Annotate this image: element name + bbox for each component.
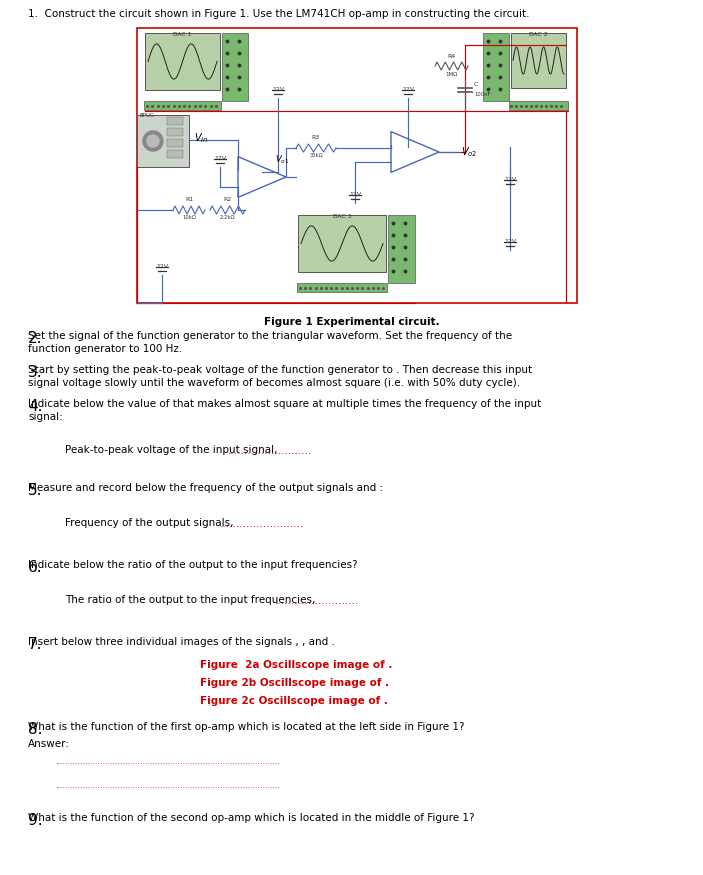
Text: Answer:: Answer: [28,739,70,749]
Text: 1MΩ: 1MΩ [446,72,458,77]
Text: BAC 2: BAC 2 [529,32,548,37]
Text: 1.  Construct the circuit shown in Figure 1. Use the LM741CH op-amp in construct: 1. Construct the circuit shown in Figure… [28,9,529,19]
Text: Figure 1 Experimental circuit.: Figure 1 Experimental circuit. [264,317,439,327]
Text: $V_{in}$: $V_{in}$ [194,131,208,145]
Bar [137,115,189,167]
Text: ................................................................................: ........................................… [55,757,280,766]
Text: $V_{o2}$: $V_{o2}$ [461,145,477,159]
Bar [298,215,386,272]
Text: .........................: ......................... [220,519,304,529]
Text: Measure and record below the frequency of the output signals and :: Measure and record below the frequency o… [28,483,383,493]
Bar [222,33,248,101]
Text: 2.2kΩ: 2.2kΩ [220,215,236,220]
Bar [167,117,183,125]
Text: Indicate below the ratio of the output to the input frequencies?: Indicate below the ratio of the output t… [28,560,358,570]
Text: C: C [474,82,478,88]
Text: 100nF: 100nF [474,92,491,96]
Text: 7.: 7. [28,637,42,652]
Bar [167,150,183,158]
Text: .........................: ......................... [228,446,312,456]
Text: 10kΩ: 10kΩ [182,215,196,220]
Text: Set the signal of the function generator to the triangular waveform. Set the fre: Set the signal of the function generator… [28,331,512,341]
Text: 12V: 12V [504,177,516,182]
Text: .........................: ......................... [275,596,359,606]
Text: 3.: 3. [28,365,43,380]
Text: 12V: 12V [214,156,226,161]
Text: Indicate below the value of that makes almost square at multiple times the frequ: Indicate below the value of that makes a… [28,399,541,409]
Text: 2.: 2. [28,331,42,346]
Text: 8.: 8. [28,722,42,737]
Text: BPUG: BPUG [139,113,154,118]
Text: 12V: 12V [504,239,516,244]
Text: BAC 1: BAC 1 [173,32,192,37]
Bar [144,101,221,110]
Text: The ratio of the output to the input frequencies,: The ratio of the output to the input fre… [65,595,316,605]
Text: R3: R3 [312,135,320,140]
Text: signal voltage slowly until the waveform of becomes almost square (i.e. with 50%: signal voltage slowly until the waveform… [28,378,520,388]
Text: R1: R1 [185,197,193,202]
Text: $V_{o1}$: $V_{o1}$ [275,154,289,166]
Bar [145,33,220,90]
Text: BAC 3: BAC 3 [333,214,352,219]
Text: Frequency of the output signals,: Frequency of the output signals, [65,518,233,528]
Text: What is the function of the second op-amp which is located in the middle of Figu: What is the function of the second op-am… [28,813,475,823]
Text: 4.: 4. [28,399,42,414]
Text: signal:: signal: [28,412,63,422]
Text: 6.: 6. [28,560,43,575]
Text: What is the function of the first op-amp which is located at the left side in Fi: What is the function of the first op-amp… [28,722,465,732]
Text: 9.: 9. [28,813,43,828]
Text: 12V: 12V [402,87,414,92]
Bar [509,101,568,110]
Bar [167,128,183,136]
Text: 33kΩ: 33kΩ [309,153,323,158]
Bar [511,33,566,88]
Text: Insert below three individual images of the signals , , and .: Insert below three individual images of … [28,637,335,647]
Text: function generator to 100 Hz.: function generator to 100 Hz. [28,344,182,354]
Text: 12V: 12V [156,264,168,269]
Text: Figure 2b Oscillscope image of .: Figure 2b Oscillscope image of . [200,678,389,688]
Text: Peak-to-peak voltage of the input signal,: Peak-to-peak voltage of the input signal… [65,445,278,455]
Bar [483,33,509,101]
Text: 5.: 5. [28,483,42,498]
Bar [167,139,183,147]
Text: 12V: 12V [349,192,361,197]
Text: Figure  2a Oscillscope image of .: Figure 2a Oscillscope image of . [200,660,392,670]
Text: R2: R2 [224,197,231,202]
Text: R4: R4 [447,54,456,59]
Circle shape [147,135,159,147]
Bar [297,283,387,292]
Text: 12V: 12V [272,87,284,92]
Bar [137,28,577,303]
Bar [388,215,415,283]
Text: ................................................................................: ........................................… [55,781,280,790]
Text: Start by setting the peak-to-peak voltage of the function generator to . Then de: Start by setting the peak-to-peak voltag… [28,365,532,375]
Circle shape [143,131,163,151]
Text: Figure 2c Oscillscope image of .: Figure 2c Oscillscope image of . [200,696,388,706]
